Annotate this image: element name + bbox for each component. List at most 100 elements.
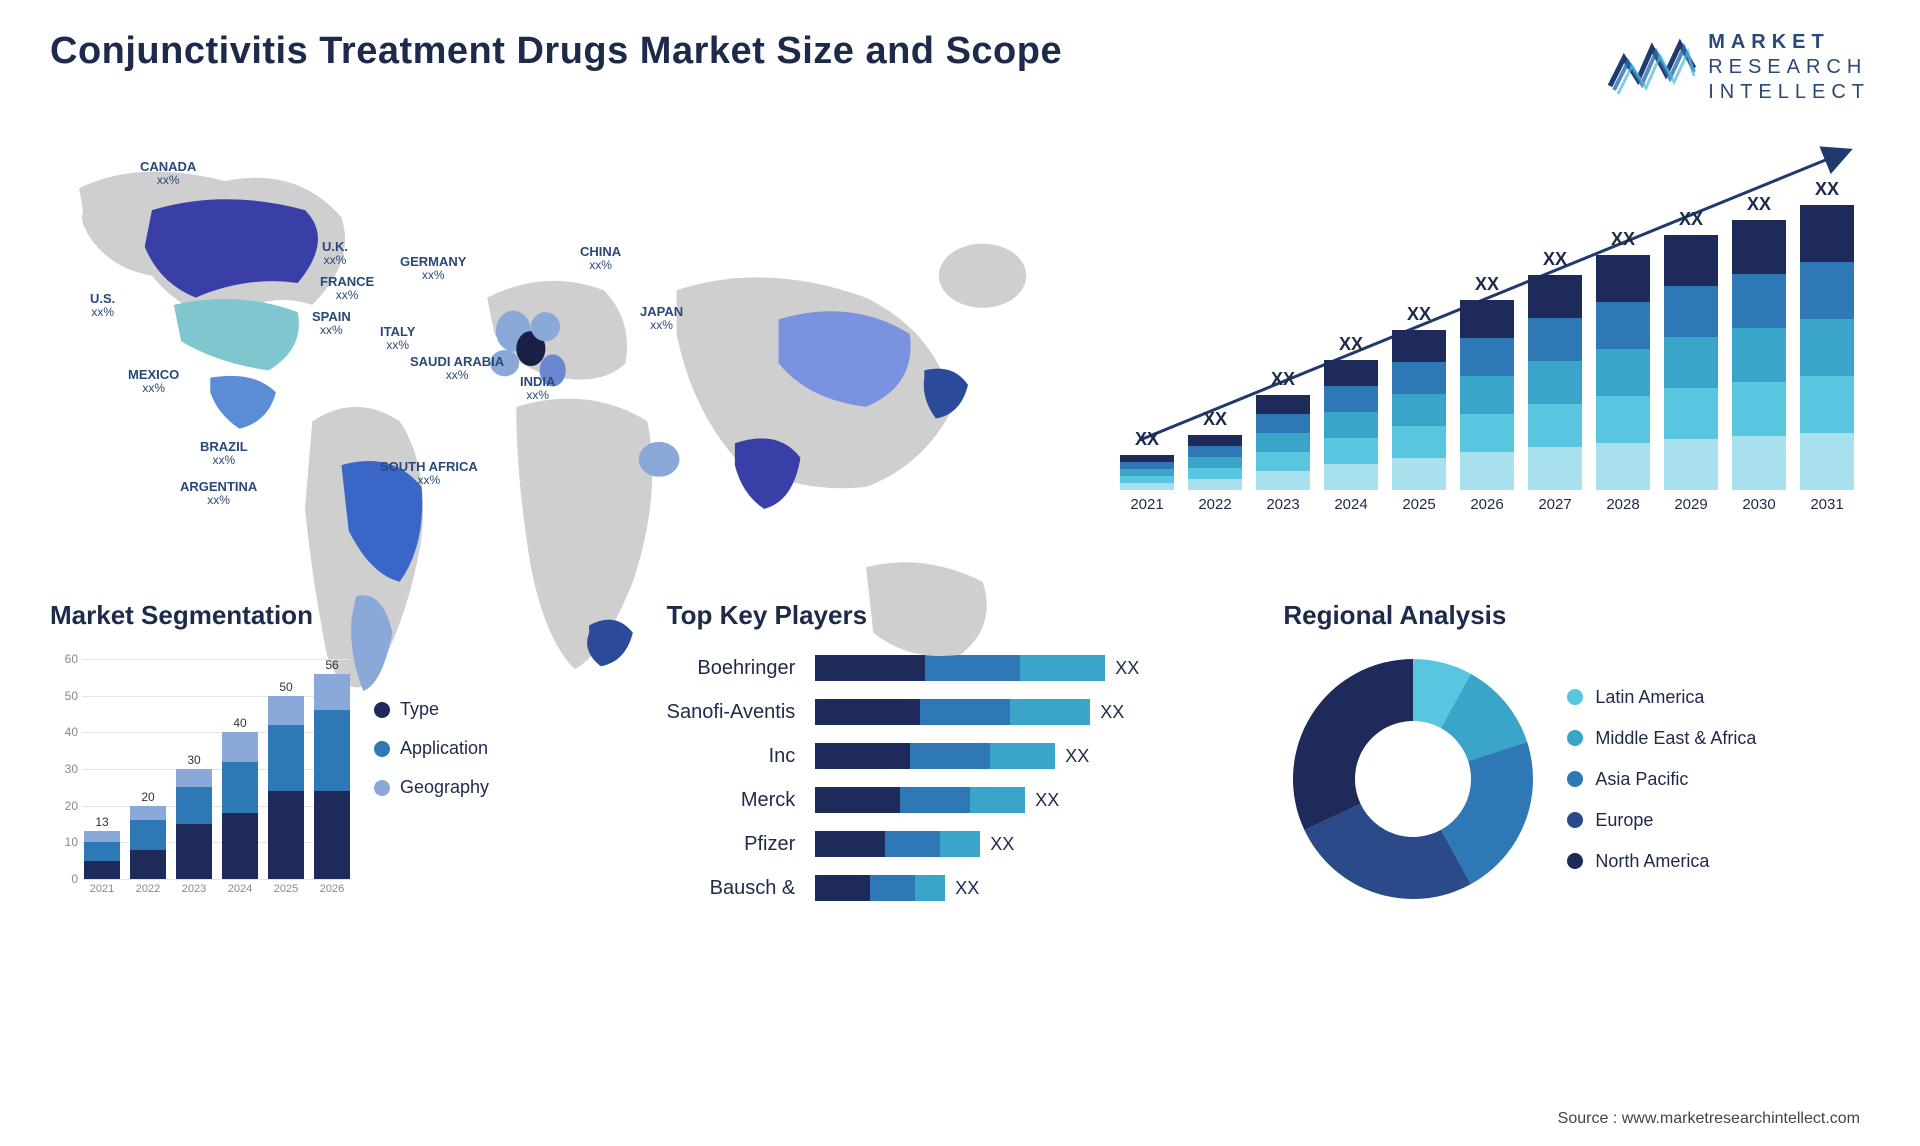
legend-swatch-icon — [374, 741, 390, 757]
growth-value-label: XX — [1460, 274, 1514, 295]
map-label: ITALYxx% — [380, 325, 415, 352]
seg-bar-segment — [130, 806, 166, 821]
player-name: Pfizer — [744, 831, 795, 857]
map-label: SOUTH AFRICAxx% — [380, 460, 478, 487]
seg-bar-segment — [176, 787, 212, 824]
growth-bar-segment — [1188, 457, 1242, 468]
seg-ytick: 50 — [54, 689, 78, 703]
seg-bar-segment — [130, 850, 166, 879]
legend-swatch-icon — [374, 780, 390, 796]
growth-bar-segment — [1800, 433, 1854, 490]
growth-bar-segment — [1528, 361, 1582, 404]
seg-bar-segment — [314, 791, 350, 879]
seg-legend-row: Geography — [374, 777, 489, 798]
seg-bar-segment — [84, 831, 120, 842]
seg-top-label: 20 — [130, 790, 166, 804]
seg-year-label: 2023 — [176, 883, 212, 895]
seg-bar-segment — [268, 696, 304, 725]
player-name: Bausch & — [710, 875, 796, 901]
legend-label: Geography — [400, 777, 489, 798]
player-bar-segment — [815, 831, 885, 857]
growth-bar-segment — [1188, 479, 1242, 490]
player-bar-segment — [940, 831, 980, 857]
growth-bar-segment — [1256, 395, 1310, 414]
map-label: U.K.xx% — [322, 240, 348, 267]
growth-bar-segment — [1256, 414, 1310, 433]
donut-slice — [1293, 659, 1413, 830]
growth-bar-segment — [1664, 439, 1718, 490]
seg-top-label: 56 — [314, 658, 350, 672]
growth-bar-segment — [1732, 436, 1786, 490]
seg-bar-segment — [268, 725, 304, 791]
growth-year-label: 2029 — [1664, 496, 1718, 513]
player-bar — [815, 831, 980, 857]
growth-bar-segment — [1528, 404, 1582, 447]
seg-bar-segment — [176, 769, 212, 787]
player-row: XX — [815, 787, 1253, 813]
region-legend-row: Middle East & Africa — [1567, 728, 1756, 749]
growth-value-label: XX — [1596, 229, 1650, 250]
growth-bar-segment — [1528, 275, 1582, 318]
seg-gridline — [82, 732, 350, 733]
seg-top-label: 50 — [268, 680, 304, 694]
growth-bar — [1528, 275, 1582, 490]
growth-bar-segment — [1324, 464, 1378, 490]
player-bar-segment — [815, 743, 910, 769]
seg-ytick: 40 — [54, 725, 78, 739]
legend-swatch-icon — [1567, 689, 1583, 705]
growth-bar-segment — [1188, 446, 1242, 457]
legend-swatch-icon — [1567, 730, 1583, 746]
growth-bar-segment — [1528, 318, 1582, 361]
growth-year-label: 2021 — [1120, 496, 1174, 513]
growth-bar — [1664, 235, 1718, 490]
seg-bar-segment — [222, 732, 258, 761]
growth-chart: 2021XX2022XX2023XX2024XX2025XX2026XX2027… — [1110, 130, 1870, 550]
map-label: U.S.xx% — [90, 292, 115, 319]
seg-ytick: 20 — [54, 799, 78, 813]
growth-bar-segment — [1460, 338, 1514, 376]
growth-bar-segment — [1732, 328, 1786, 382]
player-value: XX — [990, 834, 1014, 855]
growth-bar-segment — [1120, 455, 1174, 462]
seg-top-label: 13 — [84, 815, 120, 829]
player-value: XX — [1035, 790, 1059, 811]
seg-gridline — [82, 842, 350, 843]
logo-line2: RESEARCH — [1708, 55, 1870, 80]
player-bar-segment — [970, 787, 1025, 813]
player-bar-segment — [990, 743, 1055, 769]
growth-bar-segment — [1800, 319, 1854, 376]
growth-value-label: XX — [1528, 249, 1582, 270]
growth-value-label: XX — [1120, 429, 1174, 450]
growth-bar-segment — [1324, 438, 1378, 464]
seg-gridline — [82, 806, 350, 807]
seg-gridline — [82, 659, 350, 660]
seg-gridline — [82, 696, 350, 697]
growth-bar-segment — [1392, 362, 1446, 394]
seg-bar-segment — [130, 820, 166, 849]
map-label: CANADAxx% — [140, 160, 196, 187]
growth-bar-segment — [1460, 300, 1514, 338]
seg-year-label: 2021 — [84, 883, 120, 895]
seg-bar-segment — [222, 762, 258, 813]
growth-bar-segment — [1596, 302, 1650, 349]
map-label: CHINAxx% — [580, 245, 621, 272]
growth-year-label: 2030 — [1732, 496, 1786, 513]
legend-swatch-icon — [1567, 853, 1583, 869]
legend-swatch-icon — [1567, 771, 1583, 787]
growth-bar-segment — [1392, 330, 1446, 362]
growth-bar-segment — [1664, 337, 1718, 388]
growth-bar-segment — [1732, 274, 1786, 328]
player-row: XX — [815, 831, 1253, 857]
map-label: BRAZILxx% — [200, 440, 248, 467]
legend-label: Europe — [1595, 810, 1653, 831]
growth-bar-segment — [1256, 471, 1310, 490]
growth-bar — [1392, 330, 1446, 490]
growth-bar-segment — [1392, 426, 1446, 458]
regional-title: Regional Analysis — [1283, 600, 1870, 631]
seg-year-label: 2024 — [222, 883, 258, 895]
seg-bar-segment — [268, 791, 304, 879]
growth-year-label: 2027 — [1528, 496, 1582, 513]
seg-year-label: 2025 — [268, 883, 304, 895]
growth-bar-segment — [1188, 435, 1242, 446]
map-label: FRANCExx% — [320, 275, 374, 302]
